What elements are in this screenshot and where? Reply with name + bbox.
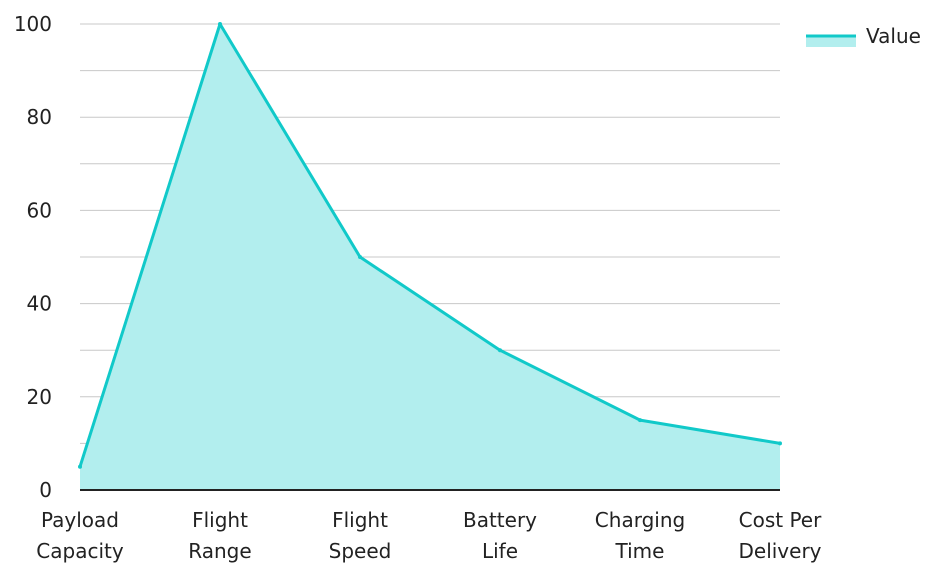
- x-tick-label: Cost Per Delivery: [738, 508, 822, 563]
- y-tick-label: 40: [27, 292, 52, 316]
- x-tick-labels: Payload Capacity Flight Range Flight Speed Bat…: [36, 508, 822, 563]
- x-tick-label: Payload Capacity: [36, 508, 124, 563]
- data-point: [78, 464, 82, 469]
- y-tick-label: 0: [39, 478, 52, 502]
- legend-label: Value: [866, 24, 921, 48]
- y-tick-label: 60: [27, 198, 52, 222]
- series-line: [78, 22, 781, 468]
- line-layer: [78, 22, 782, 469]
- legend: Value: [806, 24, 921, 48]
- legend-swatch-fill: [806, 36, 856, 47]
- y-tick-label: 20: [27, 385, 52, 409]
- data-point: [778, 441, 782, 446]
- data-point: [498, 348, 502, 353]
- y-tick-labels: 0 20 40 60 80 100: [14, 12, 52, 502]
- x-tick-label: Charging Time: [595, 508, 685, 563]
- x-tick-label: Flight Speed: [329, 508, 392, 563]
- area-layer: [80, 24, 780, 490]
- x-tick-label: Flight Range: [188, 508, 251, 563]
- y-tick-label: 80: [27, 105, 52, 129]
- x-tick-label: Battery Life: [463, 508, 537, 563]
- data-point: [358, 255, 362, 259]
- series-area-fill: [80, 24, 780, 490]
- data-point: [218, 22, 222, 26]
- data-point: [638, 418, 642, 423]
- y-tick-label: 100: [14, 12, 52, 36]
